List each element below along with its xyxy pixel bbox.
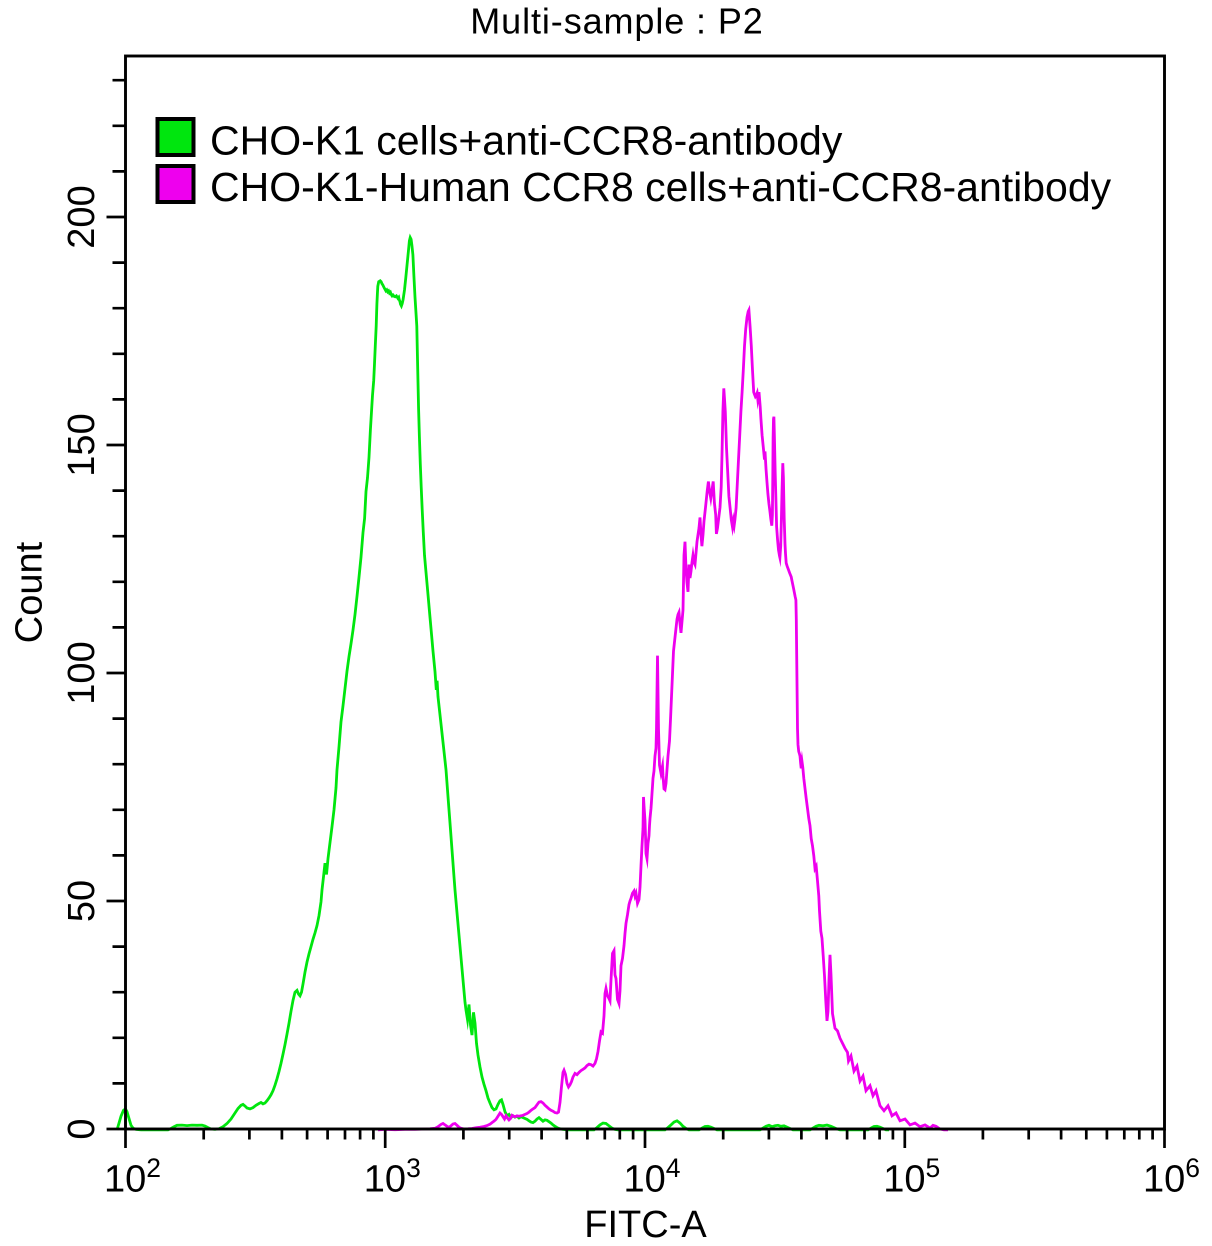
svg-text:150: 150	[61, 413, 103, 476]
svg-text:Count: Count	[9, 541, 51, 643]
svg-text:CHO-K1 cells+anti-CCR8-antibod: CHO-K1 cells+anti-CCR8-antibody	[210, 118, 843, 164]
svg-text:200: 200	[61, 185, 103, 248]
svg-text:50: 50	[61, 880, 103, 922]
svg-text:106: 106	[1143, 1153, 1200, 1201]
svg-text:Multi-sample : P2: Multi-sample : P2	[470, 1, 763, 42]
svg-text:100: 100	[61, 641, 103, 704]
svg-text:CHO-K1-Human CCR8 cells+anti-C: CHO-K1-Human CCR8 cells+anti-CCR8-antibo…	[210, 164, 1112, 210]
svg-text:FITC-A: FITC-A	[584, 1204, 707, 1246]
svg-text:0: 0	[61, 1118, 103, 1139]
svg-text:102: 102	[104, 1153, 161, 1201]
